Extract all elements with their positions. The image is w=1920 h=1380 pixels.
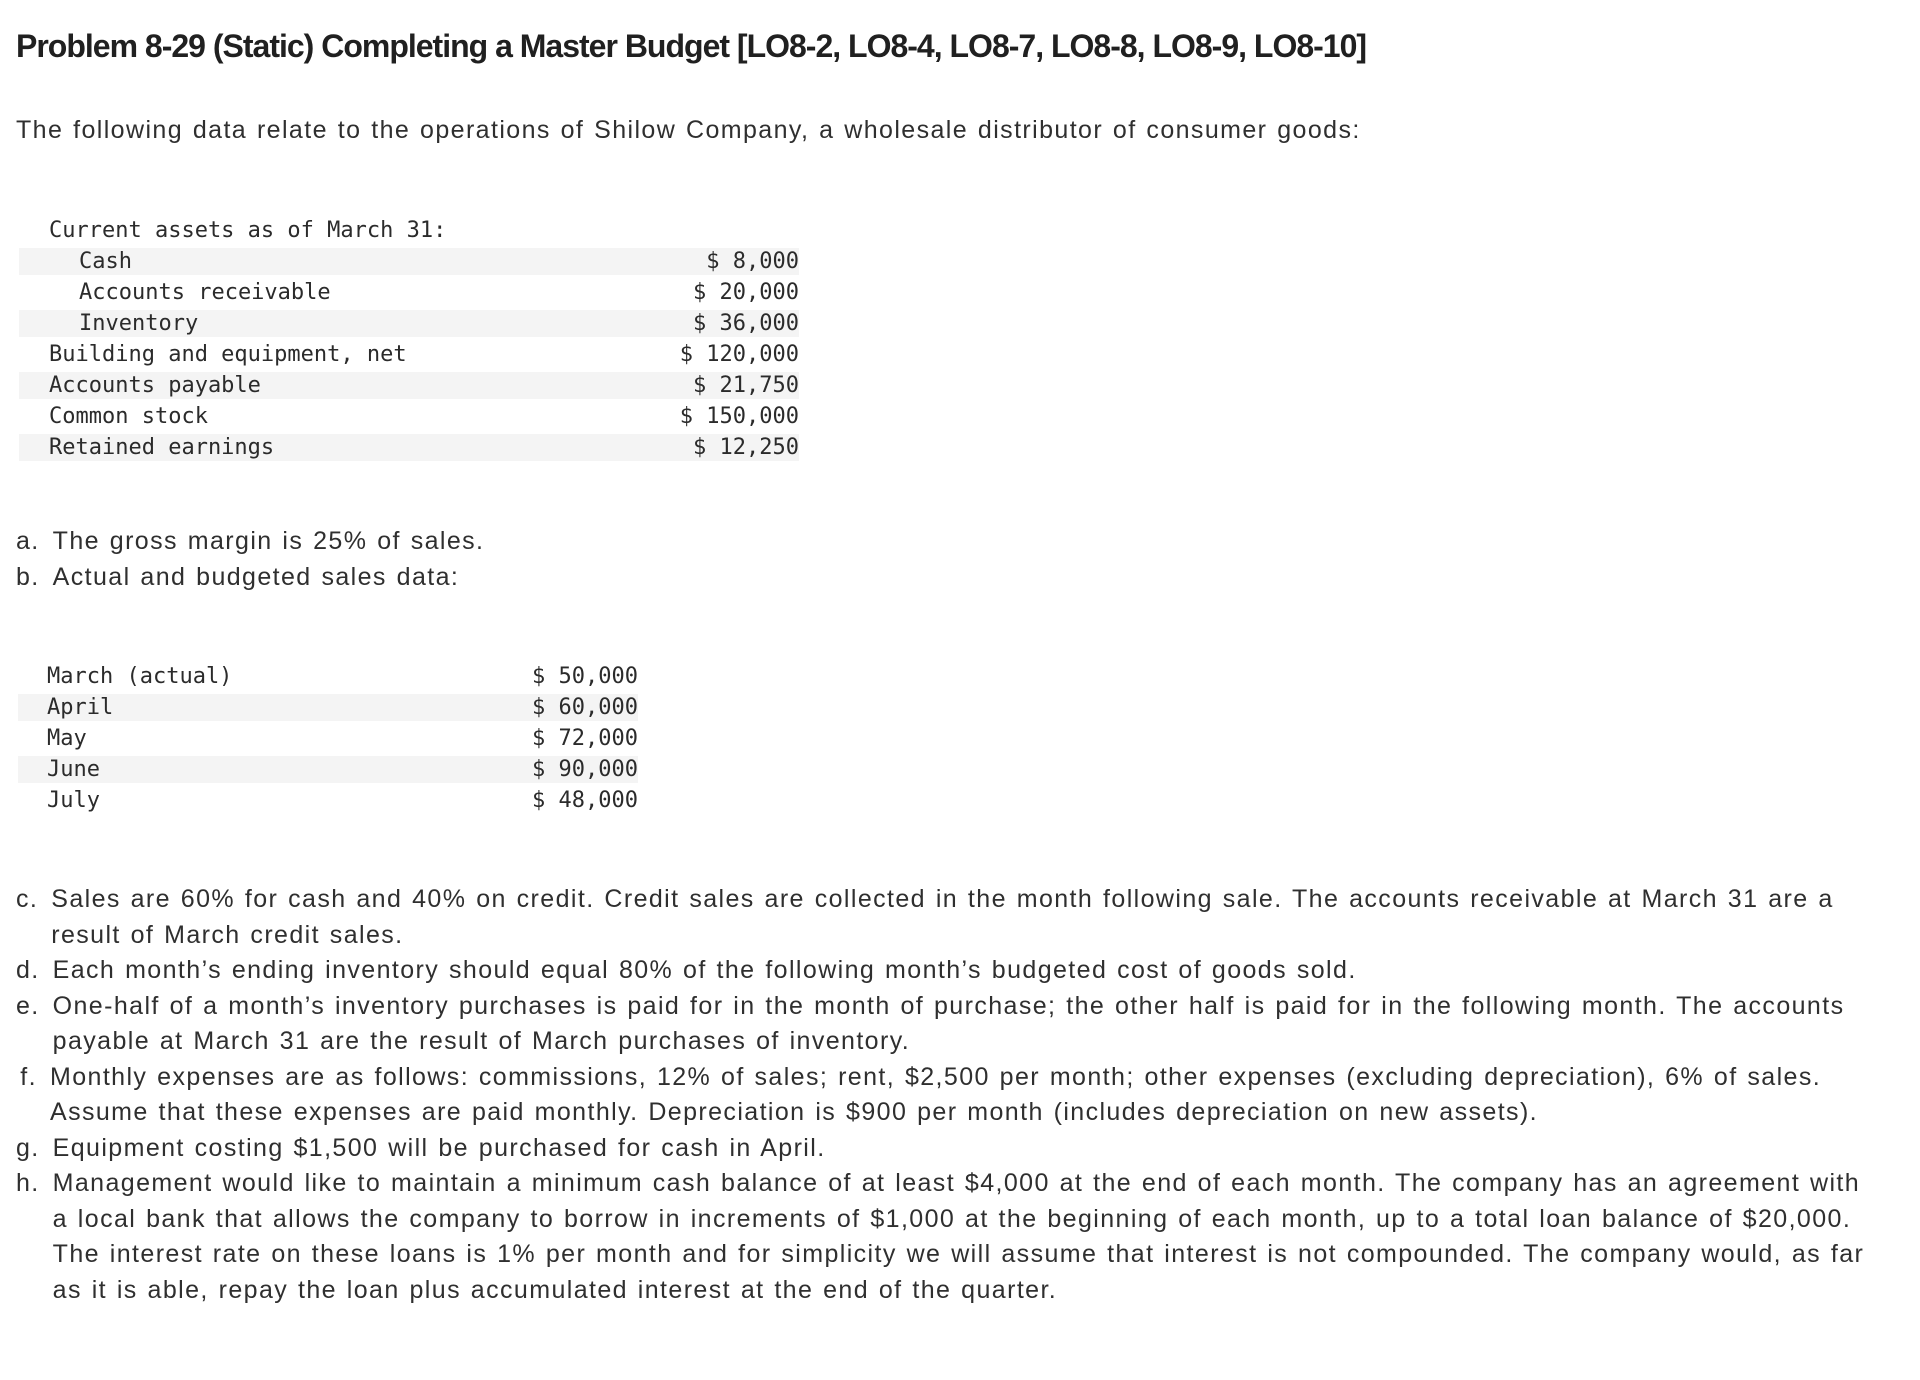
row-label: May bbox=[47, 726, 87, 751]
row-label: March (actual) bbox=[47, 664, 233, 689]
row-value: $ 20,000 bbox=[693, 280, 799, 305]
item-text: Monthly expenses are as follows: commiss… bbox=[50, 1062, 1822, 1127]
item-text: One-half of a month’s inventory purchase… bbox=[52, 991, 1845, 1056]
row-value: $ 36,000 bbox=[649, 310, 799, 337]
list-item: g. Equipment costing $1,500 will be purch… bbox=[16, 1131, 1872, 1167]
row-label: Current assets as of March 31: bbox=[49, 218, 447, 243]
list-item: a. The gross margin is 25% of sales. bbox=[16, 524, 1872, 560]
row-label: July bbox=[47, 788, 100, 813]
item-marker: f. bbox=[20, 1062, 37, 1091]
row-value: $ 12,250 bbox=[649, 434, 799, 461]
row-value: $ 90,000 bbox=[488, 756, 638, 783]
table-row: Common stock $ 150,000 bbox=[19, 403, 799, 430]
intro-paragraph: The following data relate to the operati… bbox=[16, 116, 1361, 144]
item-marker: h. bbox=[16, 1169, 40, 1197]
row-label: Accounts payable bbox=[19, 372, 649, 399]
table-row: May $ 72,000 bbox=[18, 725, 638, 752]
table-row: April $ 60,000 bbox=[18, 694, 638, 721]
item-marker: g. bbox=[16, 1133, 40, 1162]
row-label: Inventory bbox=[19, 310, 649, 337]
item-marker: e. bbox=[16, 991, 40, 1020]
item-marker: a. bbox=[16, 527, 40, 555]
table-row: Retained earnings $ 12,250 bbox=[19, 434, 799, 461]
row-label: Accounts receivable bbox=[79, 280, 331, 305]
item-text: Each month’s ending inventory should equ… bbox=[52, 956, 1357, 984]
table-row: March (actual) $ 50,000 bbox=[18, 663, 638, 690]
row-label: Common stock bbox=[49, 404, 208, 429]
table-row: June $ 90,000 bbox=[18, 756, 638, 783]
page-title: Problem 8-29 (Static) Completing a Maste… bbox=[16, 28, 1367, 64]
list-ab: a. The gross margin is 25% of sales. b. Act… bbox=[16, 524, 1872, 595]
item-text: Actual and budgeted sales data: bbox=[52, 562, 460, 591]
row-value: $ 21,750 bbox=[649, 372, 799, 399]
current-assets-table: Current assets as of March 31: Cash $ 8,00… bbox=[19, 213, 799, 465]
item-marker: d. bbox=[16, 956, 40, 984]
list-item: e. One-half of a month’s inventory purcha… bbox=[16, 989, 1872, 1060]
row-label: June bbox=[18, 756, 488, 783]
row-label: Building and equipment, net bbox=[49, 342, 407, 367]
row-value: $ 48,000 bbox=[532, 788, 638, 813]
list-item: f. Monthly expenses are as follows: commi… bbox=[16, 1060, 1872, 1131]
row-label: April bbox=[18, 694, 488, 721]
row-value: $ 50,000 bbox=[532, 664, 638, 689]
row-value bbox=[649, 217, 799, 244]
item-marker: b. bbox=[16, 562, 40, 591]
row-value: $ 150,000 bbox=[679, 404, 799, 429]
row-value: $ 72,000 bbox=[532, 726, 638, 751]
table-row: Building and equipment, net $ 120,000 bbox=[19, 341, 799, 368]
item-text: Equipment costing $1,500 will be purchas… bbox=[52, 1133, 826, 1162]
table-row: Cash $ 8,000 bbox=[19, 248, 799, 275]
item-text: Management would like to maintain a mini… bbox=[52, 1169, 1865, 1304]
item-marker: c. bbox=[16, 885, 39, 913]
sales-table: March (actual) $ 50,000 April $ 60,000 May $ … bbox=[18, 659, 638, 818]
row-label: Retained earnings bbox=[19, 434, 649, 461]
table-row: Inventory $ 36,000 bbox=[19, 310, 799, 337]
list-item: d. Each month’s ending inventory should e… bbox=[16, 953, 1872, 989]
table-row: July $ 48,000 bbox=[18, 787, 638, 814]
list-item: b. Actual and budgeted sales data: bbox=[16, 560, 1872, 596]
list-item: h. Management would like to maintain a mi… bbox=[16, 1166, 1872, 1308]
row-value: $ 120,000 bbox=[679, 342, 799, 367]
item-text: The gross margin is 25% of sales. bbox=[52, 527, 485, 555]
row-value: $ 60,000 bbox=[488, 694, 638, 721]
item-text: Sales are 60% for cash and 40% on credit… bbox=[51, 885, 1834, 949]
list-ch: c. Sales are 60% for cash and 40% on cred… bbox=[16, 882, 1872, 1308]
row-value: $ 8,000 bbox=[649, 248, 799, 275]
table-header-row: Current assets as of March 31: bbox=[19, 217, 799, 244]
table-row: Accounts payable $ 21,750 bbox=[19, 372, 799, 399]
table-row: Accounts receivable $ 20,000 bbox=[19, 279, 799, 306]
row-label: Cash bbox=[19, 248, 649, 275]
list-item: c. Sales are 60% for cash and 40% on cred… bbox=[16, 882, 1872, 953]
